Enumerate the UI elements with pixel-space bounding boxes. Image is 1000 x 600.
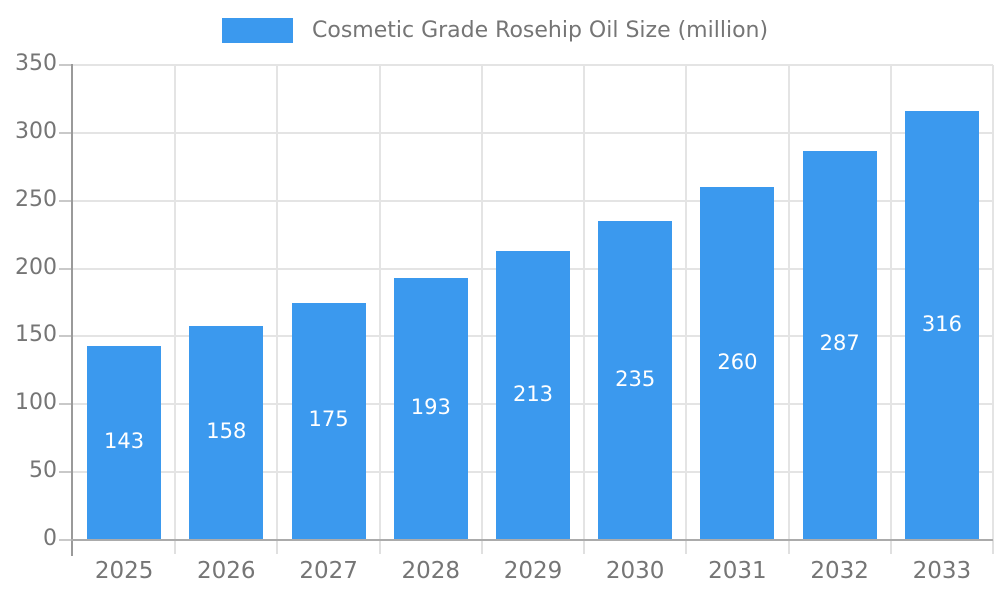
bar-value-label: 235 — [615, 366, 656, 391]
bar[interactable] — [904, 111, 979, 540]
legend-item[interactable]: Cosmetic Grade Rosehip Oil Size (million… — [222, 18, 768, 43]
bar[interactable] — [496, 250, 570, 540]
y-tick — [59, 403, 73, 406]
v-gridline — [174, 65, 177, 540]
x-axis-line — [71, 539, 993, 541]
y-axis-line — [71, 64, 73, 556]
bar-value-label: 158 — [206, 418, 247, 443]
h-gridline — [73, 131, 993, 134]
v-gridline — [889, 65, 892, 540]
h-gridline — [73, 199, 993, 202]
bar[interactable] — [291, 302, 366, 540]
x-tick — [685, 540, 688, 554]
y-tick — [59, 199, 73, 202]
y-axis-label: 350 — [15, 51, 57, 76]
bar-value-label: 287 — [819, 331, 860, 356]
bar[interactable] — [393, 278, 468, 540]
bar[interactable] — [598, 221, 673, 540]
y-axis-label: 100 — [15, 390, 57, 416]
y-tick — [59, 335, 73, 338]
y-tick — [59, 539, 73, 541]
bar[interactable] — [87, 345, 162, 540]
h-gridline — [73, 64, 993, 66]
x-tick — [787, 540, 790, 554]
x-axis-label: 2025 — [94, 558, 154, 584]
x-axis-label: 2028 — [401, 558, 461, 584]
x-axis-label: 2032 — [810, 558, 869, 584]
y-axis-label: 200 — [15, 254, 57, 280]
y-tick — [59, 64, 73, 66]
v-gridline — [276, 65, 279, 540]
legend-label: Cosmetic Grade Rosehip Oil Size (million… — [312, 18, 769, 43]
bar[interactable] — [700, 187, 775, 540]
v-gridline — [583, 65, 586, 540]
x-tick — [480, 540, 483, 554]
legend-swatch — [222, 18, 293, 43]
bar-value-label: 143 — [104, 429, 145, 453]
v-gridline — [787, 65, 790, 540]
x-axis-label: 2031 — [708, 558, 767, 584]
v-gridline — [378, 65, 381, 540]
x-tick — [378, 540, 381, 554]
x-tick — [583, 540, 586, 554]
bar[interactable] — [189, 325, 264, 540]
bar-value-label: 175 — [308, 407, 349, 432]
x-axis-label: 2026 — [197, 558, 256, 584]
y-tick — [59, 267, 73, 270]
y-axis-label: 50 — [29, 458, 57, 484]
y-axis-label: 0 — [43, 526, 57, 551]
y-tick — [59, 471, 73, 474]
v-gridline — [685, 65, 688, 540]
x-axis-label: 2029 — [503, 558, 563, 584]
x-tick — [276, 540, 279, 554]
x-tick — [174, 540, 177, 554]
bar[interactable] — [802, 150, 877, 540]
v-gridline — [480, 65, 483, 540]
x-axis-label: 2030 — [605, 558, 665, 584]
bar-value-label: 213 — [512, 381, 554, 406]
bar-value-label: 193 — [410, 395, 451, 419]
x-tick — [992, 540, 994, 554]
y-axis-label: 150 — [15, 322, 57, 348]
bar-value-label: 316 — [921, 311, 962, 336]
x-tick — [889, 540, 892, 554]
v-gridline — [992, 65, 994, 540]
bar-value-label: 260 — [717, 349, 758, 374]
x-axis-label: 2033 — [912, 558, 972, 584]
y-axis-label: 250 — [15, 186, 57, 212]
y-tick — [59, 131, 73, 134]
y-axis-label: 300 — [15, 118, 57, 144]
x-axis-label: 2027 — [299, 558, 358, 584]
